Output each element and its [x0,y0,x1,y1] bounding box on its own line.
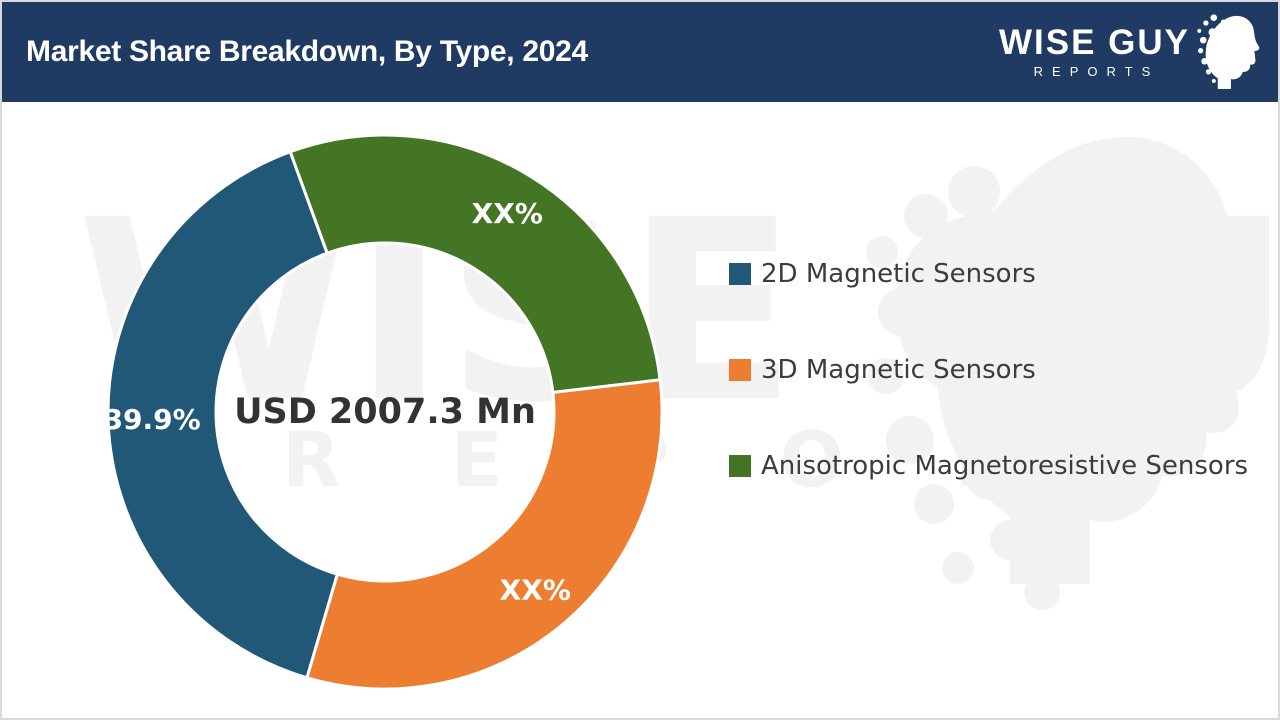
legend-item-2d-magnetic-sensors: 2D Magnetic Sensors [729,259,1248,289]
slice-value-label: XX% [500,574,571,607]
legend-item-3d-magnetic-sensors: 3D Magnetic Sensors [729,355,1248,385]
slice-value-label: 39.9% [105,403,201,436]
legend-label: 2D Magnetic Sensors [761,259,1036,289]
logo-name-text: WISE GUY [998,23,1190,62]
donut-slice-2 [305,378,664,691]
page-title: Market Share Breakdown, By Type, 2024 [26,35,588,68]
watermark-face-dots-icon [866,136,1262,610]
logo-wordmark: WISE GUY REPORTS [999,25,1190,79]
legend-label: 3D Magnetic Sensors [761,355,1036,385]
donut-chart: 39.9% XX% XX% [105,133,664,691]
legend-item-anisotropic-magnetoresistive-sensors: Anisotropic Magnetoresistive Sensors [729,451,1248,481]
legend: 2D Magnetic Sensors 3D Magnetic Sensors … [729,259,1248,481]
wise-guy-logo: WISE GUY REPORTS [999,12,1260,92]
slice-value-label: XX% [472,197,543,230]
legend-label: Anisotropic Magnetoresistive Sensors [761,451,1249,481]
legend-swatch [729,263,751,285]
donut-slice-1 [106,150,339,680]
legend-swatch [729,359,751,381]
legend-swatch [729,455,751,477]
logo-face-dots-icon [1197,14,1260,89]
chart-area: WISE GUY R E P O R T S 39.9%XX%XX% USD 2… [2,102,1278,718]
logo-subtitle-text: REPORTS [1033,64,1160,79]
header-bar: Market Share Breakdown, By Type, 2024 WI… [2,2,1278,102]
donut-center-value: USD 2007.3 Mn [234,392,536,432]
donut-slice-3 [288,133,662,394]
